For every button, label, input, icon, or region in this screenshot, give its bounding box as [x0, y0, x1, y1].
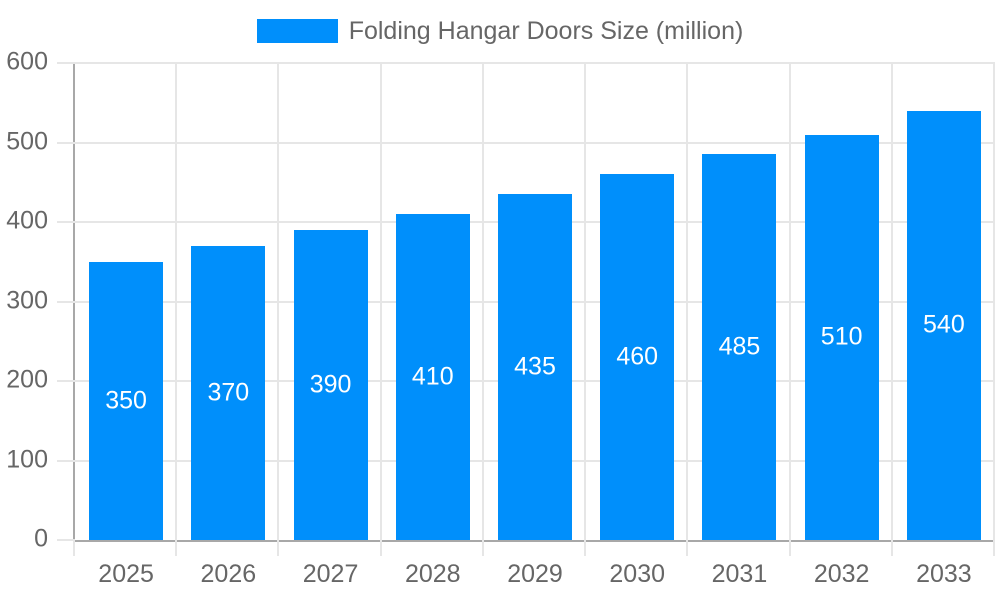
plot-area: 0 100 200 300 400 500 600 350 2025 370 2026 390 2027… — [6, 47, 995, 588]
x-tick-label: 2029 — [507, 560, 563, 588]
x-axis-tick — [584, 540, 587, 556]
y-tick-label: 200 — [6, 365, 48, 394]
x-axis-tick — [73, 540, 75, 556]
bar-value-label: 435 — [514, 352, 556, 381]
bar-value-label: 410 — [411, 362, 454, 391]
gridline-vertical — [788, 63, 791, 540]
x-axis-tick — [175, 540, 178, 556]
bar-value-label: 390 — [309, 370, 352, 399]
bar[interactable] — [906, 110, 981, 540]
bar-value-label: 485 — [718, 332, 761, 361]
y-axis-tick — [57, 539, 75, 541]
legend[interactable]: Folding Hangar Doors Size (million) — [0, 17, 1000, 45]
x-tick-label: 2030 — [609, 560, 666, 588]
bar-value-label: 350 — [105, 386, 147, 415]
gridline-vertical — [175, 63, 178, 540]
bar[interactable] — [702, 154, 777, 540]
y-tick-label: 0 — [34, 524, 48, 553]
gridline-horizontal — [75, 62, 995, 64]
x-tick-label: 2025 — [98, 560, 154, 588]
gridline-horizontal — [75, 141, 995, 144]
gridline-vertical — [481, 63, 484, 540]
x-axis-tick — [890, 540, 893, 556]
bar-value-label: 510 — [820, 322, 863, 351]
gridline-vertical — [379, 63, 382, 540]
bar[interactable] — [191, 245, 266, 540]
gridline-vertical — [584, 63, 587, 540]
x-tick-label: 2033 — [916, 560, 972, 588]
y-axis-tick — [57, 141, 75, 144]
bar[interactable] — [395, 214, 470, 540]
x-tick-label: 2026 — [200, 560, 257, 588]
bar[interactable] — [804, 134, 879, 540]
legend-label: Folding Hangar Doors Size (million) — [348, 17, 744, 45]
gridline-vertical — [890, 63, 893, 540]
bar[interactable] — [293, 229, 368, 540]
y-tick-label: 600 — [6, 47, 48, 76]
bar-value-label: 540 — [923, 310, 965, 339]
bar-value-label: 370 — [207, 378, 250, 407]
y-axis-tick — [57, 221, 75, 223]
bar-value-label: 460 — [616, 342, 659, 371]
x-tick-label: 2028 — [404, 560, 461, 588]
y-tick-label: 500 — [6, 126, 48, 155]
gridline-vertical — [277, 63, 280, 540]
y-axis-tick — [57, 380, 75, 382]
x-axis-tick — [379, 540, 382, 556]
y-axis-tick — [57, 459, 75, 462]
x-tick-label: 2027 — [302, 560, 359, 588]
y-tick-label: 300 — [6, 285, 48, 314]
x-axis-tick — [788, 540, 791, 556]
x-axis-tick — [481, 540, 484, 556]
bar[interactable] — [498, 194, 572, 540]
y-axis-tick — [57, 300, 75, 303]
x-tick-label: 2032 — [813, 560, 870, 588]
legend-swatch-icon — [256, 19, 338, 43]
x-axis-tick — [993, 540, 995, 556]
bar[interactable] — [600, 174, 675, 540]
y-tick-label: 100 — [6, 444, 48, 473]
gridline-vertical — [686, 63, 689, 540]
gridline-vertical — [993, 63, 995, 540]
x-axis-tick — [686, 540, 689, 556]
x-tick-label: 2031 — [711, 560, 768, 588]
y-tick-label: 400 — [6, 206, 48, 235]
x-axis-tick — [277, 540, 280, 556]
bar[interactable] — [89, 261, 164, 540]
y-axis-tick — [57, 62, 75, 64]
